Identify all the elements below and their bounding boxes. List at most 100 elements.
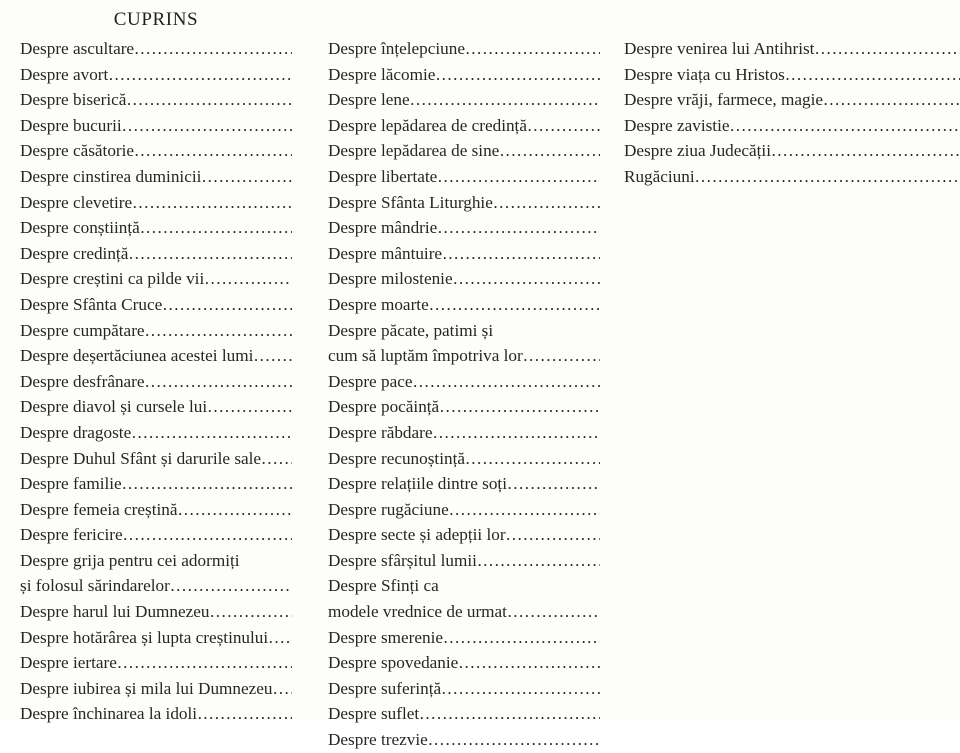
toc-entry[interactable]: Despre iertare..........................… bbox=[20, 650, 292, 676]
toc-entry[interactable]: Despre hotărârea și lupta creștinului...… bbox=[20, 625, 292, 651]
toc-entry[interactable]: Despre familie..........................… bbox=[20, 471, 292, 497]
toc-entry[interactable]: Despre pace.............................… bbox=[328, 369, 600, 395]
toc-entry[interactable]: Despre rugăciune........................… bbox=[328, 497, 600, 523]
toc-entry[interactable]: Despre cinstirea duminicii..............… bbox=[20, 164, 292, 190]
toc-entry[interactable]: Despre dragoste.........................… bbox=[20, 420, 292, 446]
toc-entry[interactable]: Despre trezvie..........................… bbox=[328, 727, 600, 753]
toc-entry[interactable]: Despre iubirea și mila lui Dumnezeu.....… bbox=[20, 676, 292, 702]
toc-entry-label: Despre cinstirea duminicii bbox=[20, 166, 202, 186]
toc-entry[interactable]: Despre venirea lui Antihrist............… bbox=[624, 36, 960, 62]
toc-leader-dots: ........................................… bbox=[507, 474, 600, 494]
toc-entry[interactable]: Despre răbdare..........................… bbox=[328, 420, 600, 446]
toc-entry[interactable]: Despre zavistie.........................… bbox=[624, 113, 960, 139]
toc-entry[interactable]: Despre bucurii..........................… bbox=[20, 113, 292, 139]
toc-leader-dots: ........................................… bbox=[134, 39, 292, 58]
toc-entry[interactable]: Despre diavol și cursele lui............… bbox=[20, 394, 292, 420]
toc-entry-label: și folosul sărindarelor bbox=[20, 576, 170, 596]
toc-entry[interactable]: Despre Sfânta Cruce.....................… bbox=[20, 292, 292, 318]
toc-entry[interactable]: Despre conștiință.......................… bbox=[20, 215, 292, 241]
toc-entry[interactable]: Despre avort............................… bbox=[20, 62, 292, 88]
toc-entry[interactable]: Despre viața cu Hristos.................… bbox=[624, 62, 960, 88]
toc-entry[interactable]: și folosul sărindarelor.................… bbox=[20, 573, 292, 599]
toc-entry[interactable]: Despre sfârșitul lumii..................… bbox=[328, 548, 600, 574]
toc-entry[interactable]: Despre desfrânare.......................… bbox=[20, 369, 292, 395]
toc-leader-dots: ........................................… bbox=[729, 115, 960, 135]
toc-leader-dots: ........................................… bbox=[499, 141, 600, 161]
toc-entry-label: Despre deșertăciunea acestei lumi bbox=[20, 346, 254, 366]
toc-entry[interactable]: Despre deșertăciunea acestei lumi.......… bbox=[20, 343, 292, 369]
toc-entry[interactable]: Despre biserică.........................… bbox=[20, 87, 292, 113]
toc-entry[interactable]: Despre Sfinți ca bbox=[328, 573, 600, 599]
toc-entry-label: Despre conștiință bbox=[20, 218, 140, 238]
toc-entry[interactable]: Despre Duhul Sfânt și darurile sale.....… bbox=[20, 446, 292, 472]
toc-leader-dots: ........................................… bbox=[523, 346, 600, 366]
toc-entry[interactable]: Despre milostenie.......................… bbox=[328, 266, 600, 292]
toc-entry[interactable]: Despre închinarea la idoli..............… bbox=[20, 701, 292, 727]
toc-entry[interactable]: Despre suferință........................… bbox=[328, 676, 600, 702]
toc-leader-dots: ........................................… bbox=[441, 678, 600, 698]
toc-entry[interactable]: Despre vrăji, farmece, magie............… bbox=[624, 87, 960, 113]
toc-entry[interactable]: Despre pocăință.........................… bbox=[328, 394, 600, 420]
toc-entry-label: Despre iubirea și mila lui Dumnezeu bbox=[20, 678, 273, 698]
toc-leader-dots: ........................................… bbox=[449, 499, 600, 519]
toc-entry[interactable]: Despre femeia creștină..................… bbox=[20, 497, 292, 523]
toc-entry-label: Despre înțelepciune bbox=[328, 39, 465, 58]
toc-entry-label: Despre femeia creștină bbox=[20, 499, 178, 519]
toc-leader-dots: ........................................… bbox=[419, 704, 600, 724]
toc-entry[interactable]: Despre libertate........................… bbox=[328, 164, 600, 190]
toc-entry[interactable]: modele vrednice de urmat................… bbox=[328, 599, 600, 625]
toc-entry[interactable]: Despre relațiile dintre soți............… bbox=[328, 471, 600, 497]
toc-entry[interactable]: Despre harul lui Dumnezeu...............… bbox=[20, 599, 292, 625]
toc-entry[interactable]: cum să luptăm împotriva lor.............… bbox=[328, 343, 600, 369]
toc-entry-label: Despre milostenie bbox=[328, 269, 453, 289]
toc-entry[interactable]: Despre cumpătare........................… bbox=[20, 318, 292, 344]
toc-entry[interactable]: Despre spovedanie.......................… bbox=[328, 650, 600, 676]
toc-leader-dots: ........................................… bbox=[785, 64, 960, 84]
toc-leader-dots: ........................................… bbox=[209, 602, 292, 622]
toc-leader-dots: ........................................… bbox=[108, 64, 292, 84]
toc-entry-label: Despre Sfânta Cruce bbox=[20, 294, 163, 314]
toc-entry[interactable]: Despre smerenie.........................… bbox=[328, 625, 600, 651]
toc-entry[interactable]: Despre moarte...........................… bbox=[328, 292, 600, 318]
toc-leader-dots: ........................................… bbox=[204, 269, 292, 289]
toc-entry[interactable]: Despre lepădarea de sine................… bbox=[328, 138, 600, 164]
toc-entry[interactable]: Despre clevetire........................… bbox=[20, 190, 292, 216]
toc-entry[interactable]: Despre recunoștință.....................… bbox=[328, 446, 600, 472]
toc-entry[interactable]: Rugăciuni...............................… bbox=[624, 164, 960, 190]
toc-entry[interactable]: Despre Sfânta Liturghie.................… bbox=[328, 190, 600, 216]
toc-entry[interactable]: Despre lepădarea de credință............… bbox=[328, 113, 600, 139]
toc-entry-label: Despre desfrânare bbox=[20, 371, 145, 391]
toc-leader-dots: ........................................… bbox=[132, 192, 292, 212]
toc-leader-dots: ........................................… bbox=[506, 525, 600, 545]
toc-entry[interactable]: Despre căsătorie........................… bbox=[20, 138, 292, 164]
toc-entry[interactable]: Despre secte și adepții lor.............… bbox=[328, 522, 600, 548]
toc-entry-label: Despre credință bbox=[20, 243, 129, 263]
toc-entry[interactable]: Despre credință.........................… bbox=[20, 241, 292, 267]
toc-leader-dots: ........................................… bbox=[465, 39, 600, 58]
toc-entry[interactable]: Despre lene.............................… bbox=[328, 87, 600, 113]
toc-entry-label: Despre fericire bbox=[20, 525, 123, 545]
toc-entry[interactable]: Despre suflet...........................… bbox=[328, 701, 600, 727]
toc-entry[interactable]: Despre mântuire.........................… bbox=[328, 241, 600, 267]
toc-leader-dots: ........................................… bbox=[439, 397, 600, 417]
toc-leader-dots: ........................................… bbox=[771, 141, 960, 161]
toc-entry[interactable]: Despre păcate, patimi și bbox=[328, 318, 600, 344]
toc-entry[interactable]: Despre lăcomie..........................… bbox=[328, 62, 600, 88]
toc-entry-label: Despre păcate, patimi și bbox=[328, 320, 494, 340]
toc-entry[interactable]: Despre creștini ca pilde vii............… bbox=[20, 266, 292, 292]
toc-column-2: Despre înțelepciune.....................… bbox=[328, 36, 600, 753]
toc-entry-label: Despre biserică bbox=[20, 90, 127, 110]
toc-leader-dots: ........................................… bbox=[437, 166, 600, 186]
toc-entry[interactable]: Despre ascultare........................… bbox=[20, 36, 292, 62]
toc-entry[interactable]: Despre grija pentru cei adormiți bbox=[20, 548, 292, 574]
toc-entry-label: Despre avort bbox=[20, 64, 109, 84]
toc-leader-dots: ........................................… bbox=[695, 166, 960, 186]
toc-leader-dots: ........................................… bbox=[162, 294, 292, 314]
toc-entry[interactable]: Despre ziua Judecății...................… bbox=[624, 138, 960, 164]
toc-entry[interactable]: Despre fericire.........................… bbox=[20, 522, 292, 548]
toc-leader-dots: ........................................… bbox=[465, 448, 600, 468]
toc-entry[interactable]: Despre mândrie..........................… bbox=[328, 215, 600, 241]
toc-entry[interactable]: Despre înțelepciune.....................… bbox=[328, 36, 600, 62]
toc-leader-dots: ........................................… bbox=[128, 243, 292, 263]
toc-entry-label: Despre lepădarea de credință bbox=[328, 115, 527, 135]
